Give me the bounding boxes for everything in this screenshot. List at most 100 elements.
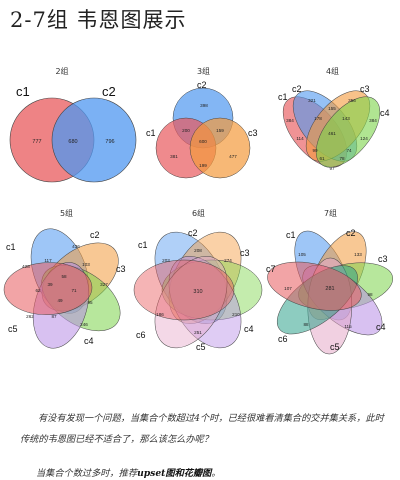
region-value: 796 [105,139,114,145]
region-value: 61 [319,156,325,161]
set-label-c2: c2 [90,230,100,240]
set-label-c5: c5 [8,324,18,334]
region-value: 398 [200,103,208,108]
set-ellipse-c5 [3,262,93,315]
recommendation-prefix: 当集合个数过多时，推荐 [36,468,138,479]
explanation-paragraph: 有没有发现一个问题，当集合个数超过4个时，已经很难看清集合的交并集关系，此时传统… [20,413,384,445]
set-label-c3: c3 [116,264,126,274]
set-label-c2: c2 [292,84,302,94]
set-label-c4: c4 [244,324,254,334]
panel-title-4: 4组 [325,67,340,76]
set-label-c4: c4 [380,108,390,118]
set-ellipse-c6 [133,259,235,321]
set-ellipse-c7 [267,261,362,311]
venn-diagram-4: c1 c2 c3 c4 384 321 356 384 114 178 143 … [278,84,390,171]
region-value: 99 [312,148,318,153]
region-value: 203 [162,258,170,263]
venn-panel-7: 7组 c1 c2 c3 c4 c5 c6 c7 281 105 133 98 1… [266,209,394,355]
recommendation-suffix: 。 [211,468,221,479]
recommendation-paragraph: 当集合个数过多时，推荐upset图和花瓣图。 [36,465,221,479]
set-label-c3: c3 [360,84,370,94]
set-ellipse-c3 [161,259,263,321]
region-value: 384 [369,118,377,123]
set-ellipse-c2 [168,231,242,324]
region-value: 262 [26,314,34,319]
venn-diagram-5: c1 c2 c3 c4 c5 428 436 327 246 262 117 1… [3,228,126,349]
venn-panel-2: 2组 c1 c2 777 680 796 [2,67,142,190]
set-circle-c3 [189,117,251,179]
region-value: 200 [182,128,190,133]
set-label-c6: c6 [136,330,146,340]
set-ellipses-5 [3,228,121,349]
set-label-c1: c1 [16,84,30,99]
region-value: 159 [216,128,224,133]
region-value: 143 [342,116,350,121]
region-value: 436 [72,244,80,249]
region-value: 71 [71,288,77,293]
set-label-c3: c3 [240,248,250,258]
set-label-c3: c3 [248,128,258,138]
set-ellipse-c5 [154,256,228,349]
set-label-c2: c2 [102,84,116,99]
set-label-c5: c5 [196,342,206,352]
set-label-c2: c2 [188,228,198,238]
venn-panel-3: 3组 c2 c1 c3 398 381 477 200 159 199 600 [146,67,261,195]
region-value: 88 [303,322,309,327]
set-label-c6: c6 [278,334,288,344]
set-label-c1: c1 [278,92,288,102]
set-label-c1: c1 [6,242,16,252]
region-value: 274 [224,258,232,263]
set-label-c7: c7 [266,264,276,274]
region-value: 381 [170,154,178,159]
region-value: 97 [329,166,335,171]
region-value: 107 [284,286,292,291]
region-value: 49 [57,298,63,303]
page-title: 2-7组 韦恩图展示 [10,8,187,32]
region-value: 115 [344,324,352,329]
region-value: 178 [314,116,322,121]
set-label-c3: c3 [378,254,388,264]
region-value: 155 [328,106,336,111]
venn-panel-6: 6组 c1 c2 c3 c4 c5 c6 310 203 274 210 251… [133,209,263,352]
region-value: 327 [100,282,108,287]
region-value: 62 [35,288,41,293]
region-value: 39 [47,282,53,287]
set-ellipse-c4 [315,96,381,168]
set-label-c2: c2 [197,80,207,90]
set-label-c5: c5 [330,342,340,352]
region-value: 133 [354,252,362,257]
venn-panel-5: 5组 c1 c2 c3 c4 c5 428 436 327 246 262 11… [3,209,129,349]
region-value: 105 [298,252,306,257]
set-label-c1: c1 [138,240,148,250]
venn-diagram-7: c1 c2 c3 c4 c5 c6 c7 281 105 133 98 115 … [266,228,394,355]
set-ellipse-c4 [168,256,242,349]
region-value: 78 [339,156,345,161]
region-value: 95 [87,300,93,305]
set-circle-c2 [51,97,137,183]
region-value: 680 [68,139,77,145]
region-value: 208 [194,248,202,253]
venn-panel-4: 4组 c1 c2 c3 c4 384 321 356 384 114 178 1… [270,67,395,195]
panel-title-5: 5组 [59,209,74,218]
region-value: 600 [199,139,207,144]
region-value: 199 [199,163,207,168]
set-ellipses-6 [133,231,263,349]
region-value: 74 [346,148,352,153]
set-ellipse-c1 [154,231,228,324]
panel-title-2: 2组 [55,67,69,76]
venn-diagram-3: c2 c1 c3 398 381 477 200 159 199 600 [146,80,258,179]
region-value: 114 [296,136,304,141]
set-label-c1: c1 [146,128,156,138]
region-value: 477 [229,154,237,159]
region-value: 777 [32,139,41,145]
region-value: 461 [328,131,336,136]
region-value: 58 [61,274,67,279]
region-value: 210 [232,312,240,317]
region-value: 428 [22,264,30,269]
set-label-c2: c2 [346,228,356,238]
set-label-c1: c1 [286,230,296,240]
region-value: 246 [80,322,88,327]
recommendation-emphasis: upset图和花瓣图 [137,468,212,479]
region-value: 103 [82,262,90,267]
region-value: 98 [367,292,373,297]
